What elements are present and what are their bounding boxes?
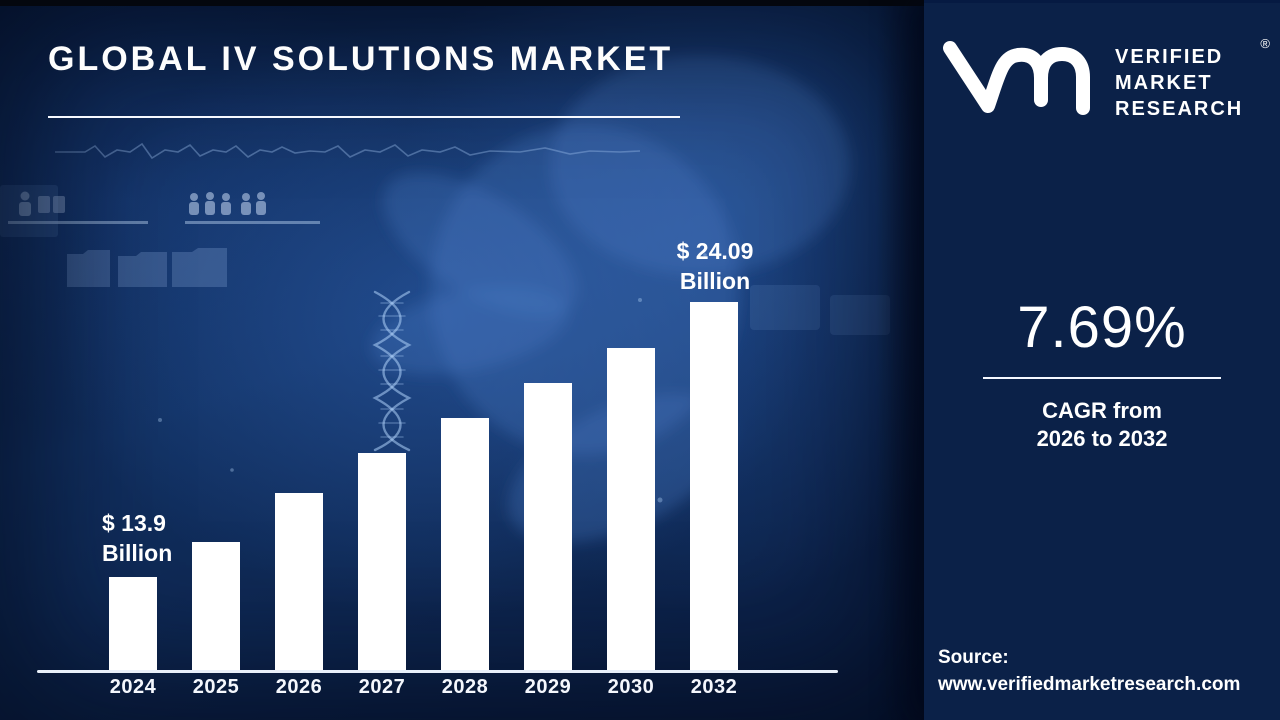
value-label-2024: $ 13.9 Billion (102, 508, 172, 568)
gloved-hand (371, 55, 850, 543)
cagr-value: 7.69% (1017, 295, 1187, 360)
bar-2029 (524, 383, 572, 671)
folder-icons (67, 248, 227, 287)
dna-helix-icon (372, 290, 412, 452)
brand-line-research: RESEARCH (1115, 98, 1244, 120)
monitor-screen-icons (0, 185, 890, 335)
source-block: Source: www.verifiedmarketresearch.com (938, 644, 1240, 698)
x-axis-label-2030: 2030 (607, 676, 655, 698)
bar-2032 (690, 302, 738, 671)
cagr-underline (983, 377, 1221, 379)
brand-line-verified: VERIFIED (1115, 46, 1224, 68)
value-label-2032: $ 24.09 Billion (645, 236, 785, 296)
progress-bar-icons (8, 221, 320, 224)
cagr-caption-line2: 2026 to 2032 (1036, 426, 1168, 451)
registered-trademark-icon: ® (1260, 36, 1270, 51)
cagr-block: 7.69% CAGR from 2026 to 2032 (944, 294, 1260, 453)
cagr-caption-line1: CAGR from (1042, 398, 1162, 423)
top-black-bar (0, 0, 924, 6)
ekg-trace-icon (55, 142, 641, 160)
bar-2024 (109, 577, 157, 671)
panel-edge-shadow (876, 0, 924, 720)
value-label-2032-amount: $ 24.09 (676, 238, 754, 264)
x-axis-label-2025: 2025 (192, 676, 240, 698)
x-axis-label-2026: 2026 (275, 676, 323, 698)
x-axis-label-2029: 2029 (524, 676, 572, 698)
bar-2027 (358, 453, 406, 671)
patient-icon (19, 191, 65, 216)
vmr-monogram-icon (943, 41, 1090, 115)
x-axis-label-2028: 2028 (441, 676, 489, 698)
bar-2025 (192, 542, 240, 671)
x-axis-label-2027: 2027 (358, 676, 406, 698)
brand-line-market: MARKET (1115, 72, 1213, 94)
bar-2030 (607, 348, 655, 671)
right-panel: VERIFIED MARKET RESEARCH ® 7.69% CAGR fr… (924, 0, 1280, 720)
source-url[interactable]: www.verifiedmarketresearch.com (938, 674, 1241, 695)
title-underline (48, 116, 680, 118)
x-axis-label-2032: 2032 (690, 676, 738, 698)
background-photo (0, 55, 890, 543)
value-label-2032-unit: Billion (679, 268, 751, 294)
left-section: GLOBAL IV SOLUTIONS MARKET 2024 2025 2026 2… (0, 0, 924, 720)
value-label-2024-amount: $ 13.9 (102, 510, 166, 536)
page-title: GLOBAL IV SOLUTIONS MARKET (48, 40, 674, 78)
source-label: Source: (938, 647, 1009, 668)
people-icons (189, 192, 266, 215)
bar-2028 (441, 418, 489, 671)
x-axis-line (37, 670, 838, 673)
x-axis-label-2024: 2024 (109, 676, 157, 698)
brand-name: VERIFIED MARKET RESEARCH (1115, 44, 1243, 122)
value-label-2024-unit: Billion (102, 540, 173, 566)
bar-2026 (275, 493, 323, 671)
